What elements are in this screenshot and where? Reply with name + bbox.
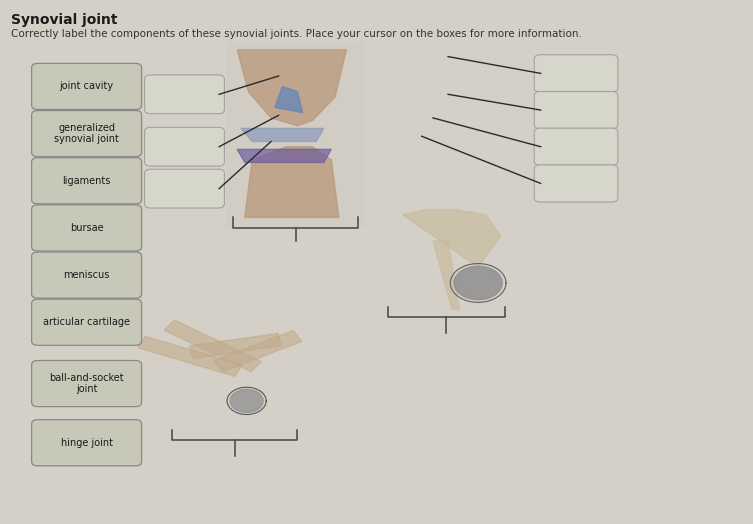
FancyBboxPatch shape [32, 111, 142, 157]
FancyBboxPatch shape [535, 165, 617, 202]
FancyBboxPatch shape [32, 205, 142, 251]
FancyBboxPatch shape [535, 55, 617, 92]
Text: ligaments: ligaments [62, 176, 111, 186]
Polygon shape [237, 149, 331, 162]
FancyBboxPatch shape [32, 252, 142, 298]
Polygon shape [433, 241, 459, 309]
FancyBboxPatch shape [32, 63, 142, 110]
Text: joint cavity: joint cavity [59, 81, 114, 92]
Polygon shape [241, 128, 324, 141]
Bar [226, 42, 365, 228]
Polygon shape [275, 86, 303, 113]
Text: generalized
synovial joint: generalized synovial joint [54, 123, 119, 145]
Text: Synovial joint: Synovial joint [11, 13, 117, 27]
Text: ball-and-socket
joint: ball-and-socket joint [49, 373, 124, 395]
Text: hinge joint: hinge joint [60, 438, 113, 448]
FancyBboxPatch shape [145, 75, 224, 114]
Polygon shape [403, 210, 501, 267]
FancyBboxPatch shape [535, 128, 617, 166]
Polygon shape [189, 333, 282, 358]
FancyBboxPatch shape [32, 158, 142, 204]
FancyBboxPatch shape [535, 91, 617, 129]
Polygon shape [237, 50, 346, 126]
FancyBboxPatch shape [145, 127, 224, 166]
FancyBboxPatch shape [32, 420, 142, 466]
FancyBboxPatch shape [32, 361, 142, 407]
Text: articular cartilage: articular cartilage [43, 317, 130, 328]
FancyBboxPatch shape [32, 299, 142, 345]
Text: Correctly label the components of these synovial joints. Place your cursor on th: Correctly label the components of these … [11, 29, 582, 39]
Polygon shape [138, 336, 242, 376]
Polygon shape [164, 320, 261, 372]
Polygon shape [245, 147, 339, 217]
Polygon shape [230, 389, 264, 412]
Text: meniscus: meniscus [63, 270, 110, 280]
Polygon shape [214, 331, 302, 372]
Text: bursae: bursae [70, 223, 103, 233]
Polygon shape [454, 266, 502, 300]
FancyBboxPatch shape [145, 169, 224, 208]
